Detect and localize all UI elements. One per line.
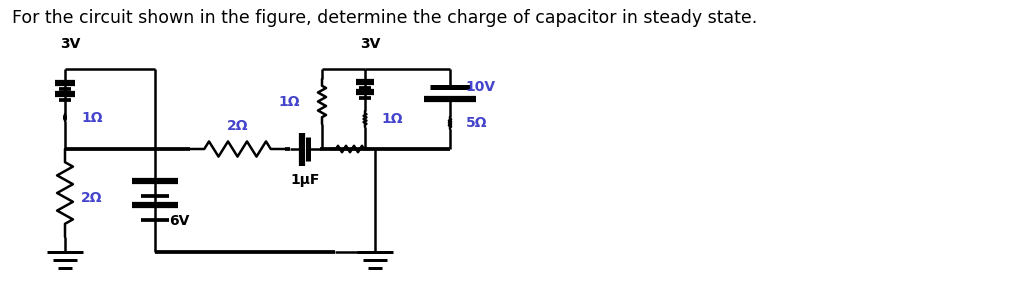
Text: 2Ω: 2Ω	[226, 119, 248, 133]
Text: 3V: 3V	[59, 37, 80, 51]
Text: 1Ω: 1Ω	[381, 112, 402, 126]
Text: 1Ω: 1Ω	[81, 111, 102, 124]
Text: 6V: 6V	[169, 214, 189, 228]
Text: For the circuit shown in the figure, determine the charge of capacitor in steady: For the circuit shown in the figure, det…	[12, 9, 758, 27]
Text: 2Ω: 2Ω	[81, 191, 102, 205]
Text: 3V: 3V	[359, 37, 380, 51]
Text: 1Ω: 1Ω	[279, 94, 300, 108]
Text: 5Ω: 5Ω	[466, 116, 487, 130]
Text: 1μF: 1μF	[291, 173, 319, 187]
Text: 10V: 10V	[465, 80, 496, 94]
